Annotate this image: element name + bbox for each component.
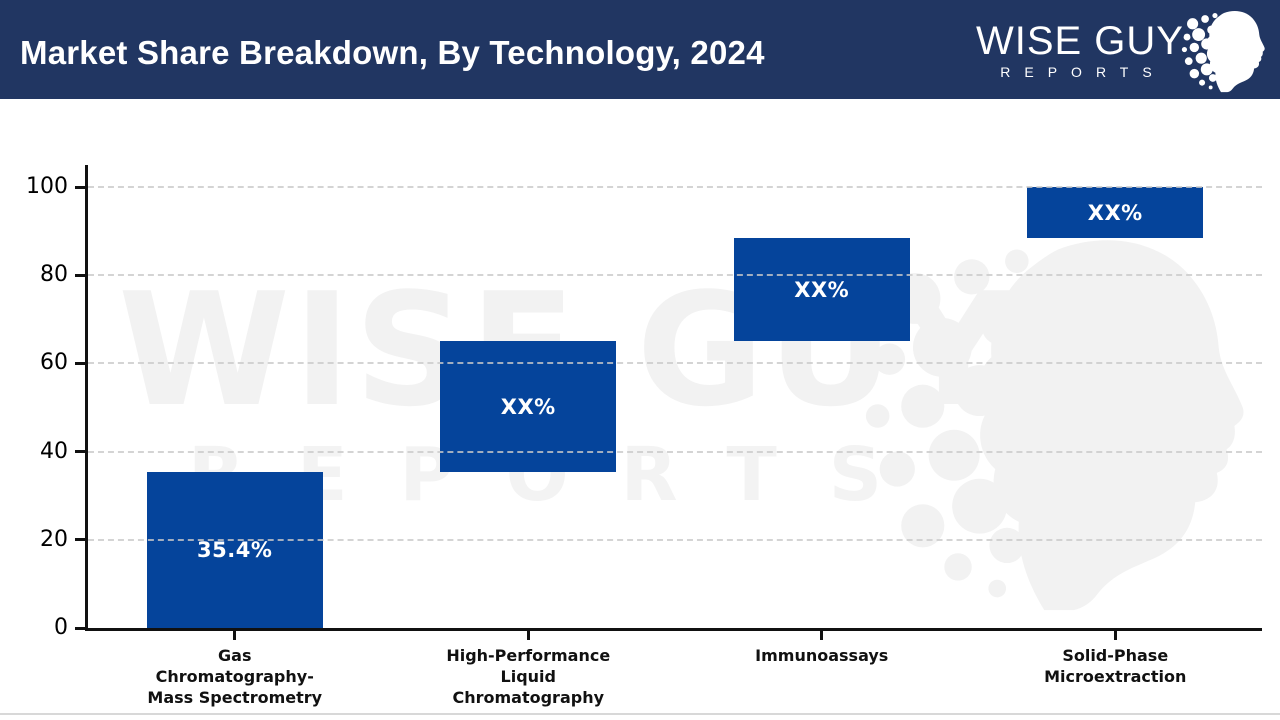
bar-value-label: XX% xyxy=(500,394,556,419)
x-tick-mark xyxy=(526,631,530,640)
y-tick-mark xyxy=(75,273,85,277)
page-title: Market Share Breakdown, By Technology, 2… xyxy=(20,34,765,71)
y-tick-label: 100 xyxy=(26,174,68,200)
plot-area: 0 20 40 60 80 100 35.4% Gas Chromatography- Mas… xyxy=(26,165,1262,707)
x-tick-label: High-Performance Liquid Chromatography xyxy=(446,646,611,707)
gridline xyxy=(88,450,1262,453)
x-axis-line xyxy=(85,628,1262,631)
header-bar: Market Share Breakdown, By Technology, 2… xyxy=(0,0,1280,99)
y-tick-label: 0 xyxy=(54,615,68,640)
y-tick-mark xyxy=(75,450,85,454)
bar: XX% xyxy=(733,238,910,342)
bar: 35.4% xyxy=(146,471,323,628)
x-tick-mark xyxy=(820,631,824,640)
bar-value-label: XX% xyxy=(1087,200,1143,225)
footer-strip xyxy=(0,713,1280,720)
gridline xyxy=(88,538,1262,541)
logo-wordmark: WISE GUY xyxy=(975,19,1184,63)
wiseguy-head-icon xyxy=(1181,11,1265,93)
y-tick-label: 60 xyxy=(40,350,68,376)
logo-subtext: REPORTS xyxy=(1000,64,1166,80)
wiseguy-logo: WISE GUY REPORTS xyxy=(976,6,1270,94)
bar-value-label: XX% xyxy=(794,277,850,302)
x-tick-label: Solid-Phase Microextraction xyxy=(1044,646,1187,686)
y-tick-mark xyxy=(75,361,85,365)
x-tick-label: Gas Chromatography- Mass Spectrometry xyxy=(147,646,323,707)
gridline xyxy=(88,362,1262,365)
y-axis-line xyxy=(85,165,88,631)
y-tick-mark xyxy=(75,185,85,189)
bar: XX% xyxy=(1027,187,1204,239)
gridline xyxy=(88,274,1262,277)
gridline xyxy=(88,186,1262,189)
y-tick-mark xyxy=(75,538,85,542)
y-tick-label: 20 xyxy=(40,526,68,552)
x-tick-label: Immunoassays xyxy=(755,646,889,665)
y-tick-label: 80 xyxy=(40,262,68,288)
x-tick-mark xyxy=(233,631,237,640)
y-tick-mark xyxy=(75,626,85,630)
bar-value-label: 35.4% xyxy=(197,537,273,562)
x-tick-mark xyxy=(1113,631,1117,640)
y-tick-label: 40 xyxy=(40,438,68,464)
